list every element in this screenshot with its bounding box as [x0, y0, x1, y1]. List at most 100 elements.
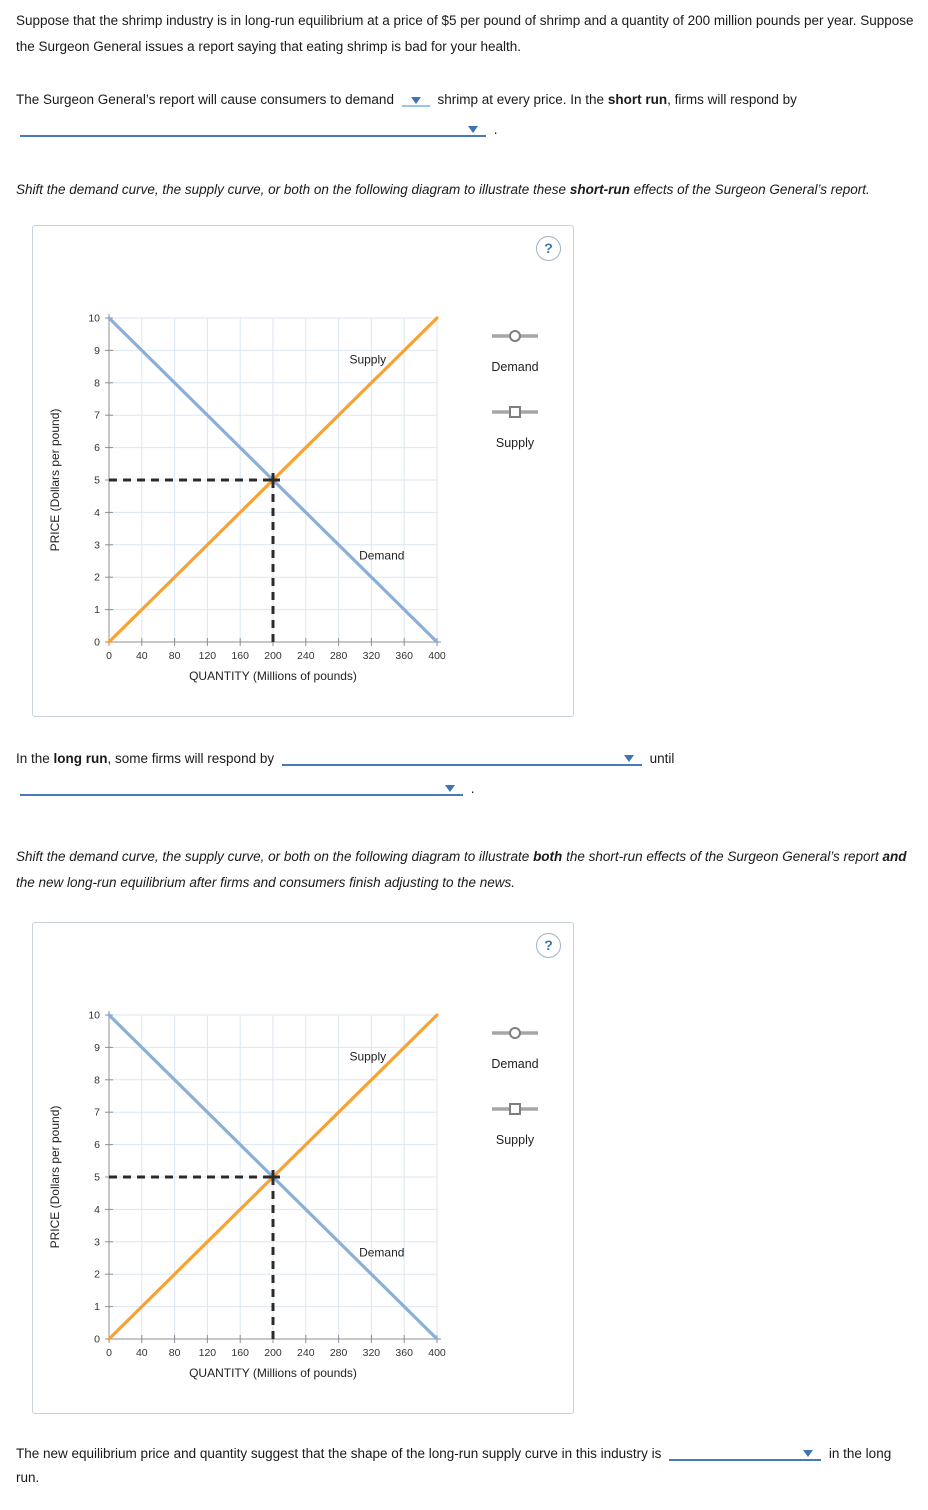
svg-text:160: 160 — [231, 1347, 249, 1359]
tool-label-demand: Demand — [491, 1057, 539, 1071]
supply-demand-chart-long-run[interactable]: 0 40 80 120 160 200 240 280 320 360 400 0 1 2 3 4 5 6 7 8 9 1… — [45, 993, 457, 1389]
svg-text:8: 8 — [94, 377, 100, 389]
supply-curve-tool[interactable]: Supply — [492, 404, 538, 450]
svg-text:5: 5 — [94, 475, 100, 487]
svg-text:400: 400 — [428, 1347, 446, 1359]
q1-text-2: shrimp at every price. In the — [437, 92, 605, 107]
short-run-diagram-body: 0 40 80 120 160 200 240 280 320 360 400 0 1 2 3 4 5 6 7 8 9 1… — [33, 226, 573, 716]
svg-text:4: 4 — [94, 507, 100, 519]
q1-text-3: , firms will respond by — [667, 92, 797, 107]
instr1-text-2: effects of the Surgeon General’s report. — [633, 182, 870, 197]
svg-text:40: 40 — [136, 650, 148, 662]
q2-bold: long run — [53, 751, 108, 766]
svg-text:1: 1 — [94, 604, 100, 616]
svg-text:7: 7 — [94, 1107, 100, 1119]
q2-text-3: until — [649, 751, 675, 766]
svg-text:360: 360 — [395, 650, 413, 662]
svg-text:3: 3 — [94, 539, 100, 551]
supply-curve-tool[interactable]: Supply — [492, 1101, 538, 1147]
instr1-text-1: Shift the demand curve, the supply curve… — [16, 182, 567, 197]
tool-label-supply: Supply — [495, 436, 535, 450]
svg-text:6: 6 — [94, 442, 100, 454]
svg-text:8: 8 — [94, 1074, 100, 1086]
instr2-bold-1: both — [533, 849, 563, 864]
q2-period: . — [470, 781, 475, 796]
svg-text:0: 0 — [106, 650, 112, 662]
svg-text:Supply: Supply — [349, 1049, 386, 1063]
svg-text:0: 0 — [94, 637, 100, 649]
instr2-text-3: the new long-run equilibrium after firms… — [16, 875, 515, 890]
svg-text:QUANTITY (Millions of pounds): QUANTITY (Millions of pounds) — [189, 669, 357, 683]
svg-text:2: 2 — [94, 572, 100, 584]
svg-text:240: 240 — [297, 650, 315, 662]
instr2-text-1: Shift the demand curve, the supply curve… — [16, 849, 530, 864]
intro-text: Suppose that the shrimp industry is in l… — [16, 13, 914, 54]
instruction-short-run: Shift the demand curve, the supply curve… — [16, 177, 914, 203]
instruction-long-run: Shift the demand curve, the supply curve… — [16, 844, 914, 896]
svg-text:Supply: Supply — [349, 352, 386, 366]
svg-text:120: 120 — [199, 1347, 217, 1359]
svg-text:7: 7 — [94, 410, 100, 422]
short-run-response-dropdown[interactable] — [20, 120, 486, 137]
instr1-bold: short-run — [569, 182, 630, 197]
q2-text-2: , some firms will respond by — [107, 751, 275, 766]
demand-change-dropdown[interactable] — [401, 90, 430, 107]
svg-text:240: 240 — [297, 1347, 315, 1359]
demand-line-handle-icon — [492, 330, 538, 342]
tool-label-supply: Supply — [495, 1133, 535, 1147]
svg-text:10: 10 — [88, 1010, 100, 1022]
svg-text:280: 280 — [330, 650, 348, 662]
help-button[interactable]: ? — [536, 236, 561, 261]
dropdown-arrow-icon — [468, 126, 478, 133]
dropdown-arrow-icon — [803, 1450, 814, 1457]
svg-text:9: 9 — [94, 345, 100, 357]
svg-text:120: 120 — [199, 650, 217, 662]
q3-text-1: The new equilibrium price and quantity s… — [16, 1446, 662, 1461]
demand-line-handle-icon — [492, 1027, 538, 1039]
curve-tools: Demand Supply — [457, 296, 573, 480]
svg-text:4: 4 — [94, 1204, 100, 1216]
dropdown-arrow-icon — [410, 97, 421, 104]
instr2-bold-2: and — [882, 849, 907, 864]
help-button[interactable]: ? — [536, 933, 561, 958]
question-1: The Surgeon General’s report will cause … — [16, 88, 914, 112]
question-2-answer-line: . — [16, 776, 914, 802]
long-run-response-dropdown[interactable] — [281, 749, 642, 766]
svg-text:280: 280 — [330, 1347, 348, 1359]
instr2-text-2: the short-run effects of the Surgeon Gen… — [566, 849, 879, 864]
svg-text:0: 0 — [94, 1334, 100, 1346]
svg-text:PRICE (Dollars per pound): PRICE (Dollars per pound) — [48, 1106, 62, 1249]
short-run-diagram-panel: ? 0 40 80 120 160 200 240 280 320 360 400 0 1 2 3 4 5 6 7 8… — [32, 225, 574, 717]
demand-curve-tool[interactable]: Demand — [491, 328, 539, 374]
svg-text:PRICE (Dollars per pound): PRICE (Dollars per pound) — [48, 409, 62, 552]
svg-text:Demand: Demand — [359, 1245, 404, 1259]
svg-text:200: 200 — [264, 650, 282, 662]
svg-text:2: 2 — [94, 1269, 100, 1281]
tool-label-demand: Demand — [491, 360, 539, 374]
demand-curve-tool[interactable]: Demand — [491, 1025, 539, 1071]
svg-text:80: 80 — [169, 1347, 181, 1359]
svg-text:200: 200 — [264, 1347, 282, 1359]
svg-text:6: 6 — [94, 1139, 100, 1151]
intro-paragraph: Suppose that the shrimp industry is in l… — [16, 8, 914, 60]
q2-text-1: In the — [16, 751, 50, 766]
svg-text:Demand: Demand — [359, 548, 404, 562]
svg-text:9: 9 — [94, 1042, 100, 1054]
svg-text:10: 10 — [88, 313, 100, 325]
dropdown-arrow-icon — [445, 785, 455, 792]
long-run-supply-shape-dropdown[interactable] — [669, 1444, 822, 1461]
q1-bold: short run — [607, 92, 668, 107]
svg-text:80: 80 — [169, 650, 181, 662]
until-condition-dropdown[interactable] — [20, 779, 463, 796]
supply-line-handle-icon — [492, 1103, 538, 1115]
supply-demand-chart-short-run[interactable]: 0 40 80 120 160 200 240 280 320 360 400 0 1 2 3 4 5 6 7 8 9 1… — [45, 296, 457, 692]
svg-text:160: 160 — [231, 650, 249, 662]
question-3: The new equilibrium price and quantity s… — [16, 1442, 914, 1490]
svg-text:400: 400 — [428, 650, 446, 662]
svg-text:QUANTITY (Millions of pounds): QUANTITY (Millions of pounds) — [189, 1366, 357, 1380]
svg-text:0: 0 — [106, 1347, 112, 1359]
question-2: In the long run, some firms will respond… — [16, 747, 914, 771]
svg-text:320: 320 — [363, 650, 381, 662]
question-1-answer-line: . — [16, 117, 914, 143]
